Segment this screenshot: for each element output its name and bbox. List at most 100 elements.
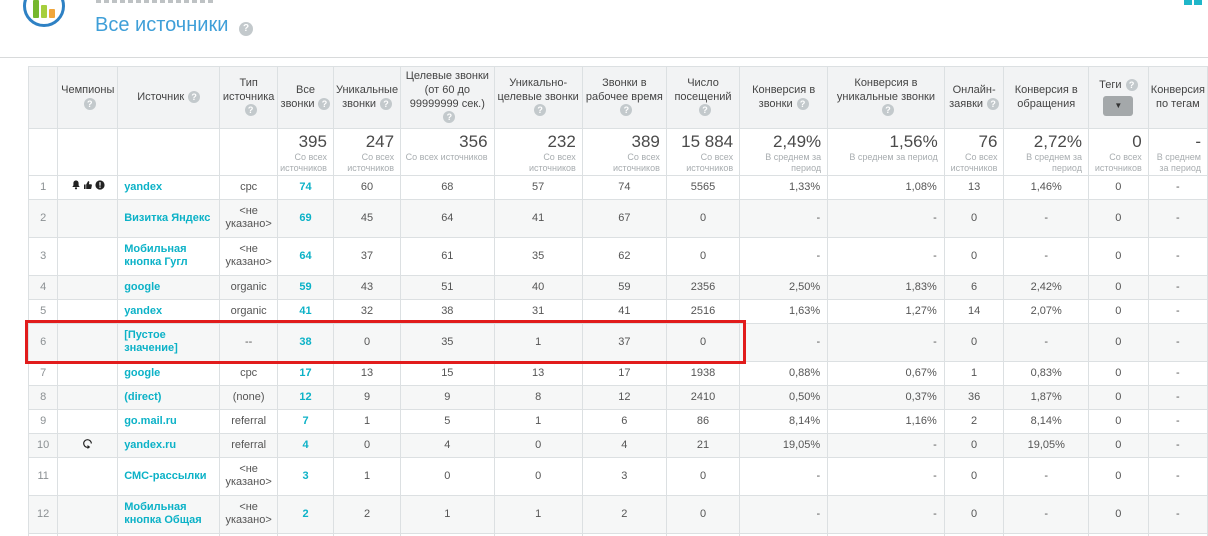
total-tags: 0 Со всех источников <box>1088 128 1149 176</box>
help-icon[interactable]: ? <box>83 97 96 110</box>
source-cell: Мобильная кнопка Гугл <box>117 236 221 276</box>
help-icon[interactable]: ? <box>443 111 456 124</box>
source-link[interactable]: Визитка Яндекс <box>124 211 211 224</box>
help-icon[interactable]: ? <box>987 97 1000 110</box>
help-icon[interactable]: ? <box>318 97 331 110</box>
refresh-icon <box>82 438 93 454</box>
table-row: 1 yandex cpc 74 60 68 57 74 5565 1,33% 1,08% 13 1,46… <box>27 174 1208 200</box>
all-calls-link[interactable]: 64 <box>299 249 312 262</box>
all-calls-link[interactable]: 17 <box>299 366 312 379</box>
conv-appeals-cell: - <box>1003 456 1089 496</box>
all-calls-link[interactable]: 69 <box>299 211 312 224</box>
source-link[interactable]: Мобильная кнопка Гугл <box>124 242 188 269</box>
source-link[interactable]: google <box>124 366 161 379</box>
conv-calls-cell: 0,50% <box>739 384 829 410</box>
help-icon[interactable]: ? <box>796 97 809 110</box>
export-grid-icon[interactable] <box>1184 0 1202 5</box>
conv-calls-cell: 19,05% <box>739 432 829 458</box>
bar-chart-logo-icon <box>23 0 65 27</box>
online-leads-cell: 14 <box>943 298 1005 324</box>
title-help-icon[interactable]: ? <box>239 22 253 36</box>
help-icon[interactable]: ? <box>534 104 547 117</box>
total-value: 0 <box>1132 132 1142 151</box>
visits-cell: 2516 <box>665 298 741 324</box>
source-type: (none) <box>219 384 279 410</box>
all-calls-cell: 59 <box>277 274 334 300</box>
target-calls-cell: 2 <box>400 532 495 536</box>
visits-cell: 0 <box>665 532 741 536</box>
source-cell: yandex <box>117 298 221 324</box>
page-title: Все источники <box>95 14 229 36</box>
source-link[interactable]: [Пустое значение] <box>124 328 178 355</box>
column-header-conv_unique_calls: Конверсия в уникальные звонки? <box>827 66 945 129</box>
source-type: <не указано> <box>219 456 279 496</box>
help-icon[interactable]: ? <box>188 90 201 103</box>
visits-cell: 2410 <box>665 384 741 410</box>
total-caption: В среднем за период <box>1026 152 1082 173</box>
column-header-conv_appeals: Конверсия в обращения <box>1003 66 1089 129</box>
all-calls-cell: 38 <box>277 322 334 362</box>
all-calls-link[interactable]: 3 <box>302 469 309 482</box>
visits-cell: 0 <box>665 456 741 496</box>
online-leads-cell: 0 <box>943 322 1005 362</box>
conv-unique-calls-cell: 1,83% <box>827 274 945 300</box>
all-calls-link[interactable]: 38 <box>299 335 312 348</box>
column-header-target_calls: Целевые звонки (от 60 до 99999999 сек.)? <box>400 66 495 129</box>
unique-target-calls-cell: 1 <box>493 494 583 534</box>
column-header-all_calls: Все звонки? <box>277 66 334 129</box>
total-caption: Со всех источников <box>528 152 576 173</box>
conv-tags-cell: - <box>1147 174 1208 200</box>
visits-cell: 2356 <box>665 274 741 300</box>
all-calls-link[interactable]: 41 <box>299 304 312 317</box>
help-icon[interactable]: ? <box>244 104 257 117</box>
help-icon[interactable]: ? <box>620 104 633 117</box>
source-link[interactable]: yandex <box>124 180 163 193</box>
help-icon[interactable]: ? <box>881 104 894 117</box>
conv-unique-calls-cell: - <box>827 198 945 238</box>
column-header-working_hours_calls: Звонки в рабочее время? <box>581 66 667 129</box>
online-leads-cell: 0 <box>943 532 1005 536</box>
source-link[interactable]: yandex.ru <box>124 438 177 451</box>
source-type: organic <box>219 298 279 324</box>
conv-tags-cell: - <box>1147 456 1208 496</box>
all-calls-link[interactable]: 4 <box>302 438 309 451</box>
all-calls-link[interactable]: 2 <box>302 507 309 520</box>
unique-target-calls-cell: 40 <box>493 274 583 300</box>
source-link[interactable]: Мобильная кнопка Общая <box>124 500 202 527</box>
help-icon[interactable]: ? <box>379 97 392 110</box>
all-calls-link[interactable]: 7 <box>302 414 309 427</box>
table-row: 3 Мобильная кнопка Гугл <не указано> 64 37 61… <box>27 236 1208 276</box>
all-calls-cell: 74 <box>277 174 334 200</box>
source-link[interactable]: СМС-рассылки <box>124 469 207 482</box>
thumbs-up-icon <box>83 180 93 195</box>
source-link[interactable]: google <box>124 280 161 293</box>
source-link[interactable]: yandex <box>124 304 163 317</box>
total-conv_unique_calls: 1,56% В среднем за период <box>827 128 945 176</box>
working-hours-calls-cell: 67 <box>581 198 667 238</box>
all-calls-cell: 12 <box>277 384 334 410</box>
all-calls-cell: 64 <box>277 236 334 276</box>
row-number: 5 <box>27 298 59 324</box>
help-icon[interactable]: ? <box>699 104 711 117</box>
conv-unique-calls-cell: - <box>827 494 945 534</box>
unique-calls-cell: 1 <box>332 408 402 434</box>
total-value: 2,49% <box>772 132 822 151</box>
total-all_calls: 395 Со всех источников <box>277 128 334 176</box>
source-link[interactable]: go.mail.ru <box>124 414 177 427</box>
unique-calls-cell: 32 <box>332 298 402 324</box>
help-icon[interactable]: ? <box>1125 79 1138 92</box>
online-leads-cell: 1 <box>943 360 1005 386</box>
all-calls-link[interactable]: 59 <box>299 280 312 293</box>
tags-filter-button[interactable]: ▼ <box>1103 95 1134 116</box>
total-conv_tags: -В среднем за период <box>1147 128 1208 176</box>
source-type: cpc <box>219 174 279 200</box>
all-calls-link[interactable]: 74 <box>299 180 312 193</box>
total-caption: Со всех источников <box>405 152 488 163</box>
column-header-num <box>27 66 59 129</box>
source-link[interactable]: (direct) <box>124 390 162 403</box>
champions-cell <box>57 322 119 362</box>
table-row: 5 yandex organic 41 32 38 31 41 2516 1,63% 1,27% 14… <box>27 298 1208 324</box>
all-calls-link[interactable]: 12 <box>299 390 312 403</box>
conv-calls-cell: - <box>739 198 829 238</box>
target-calls-cell: 68 <box>400 174 495 200</box>
